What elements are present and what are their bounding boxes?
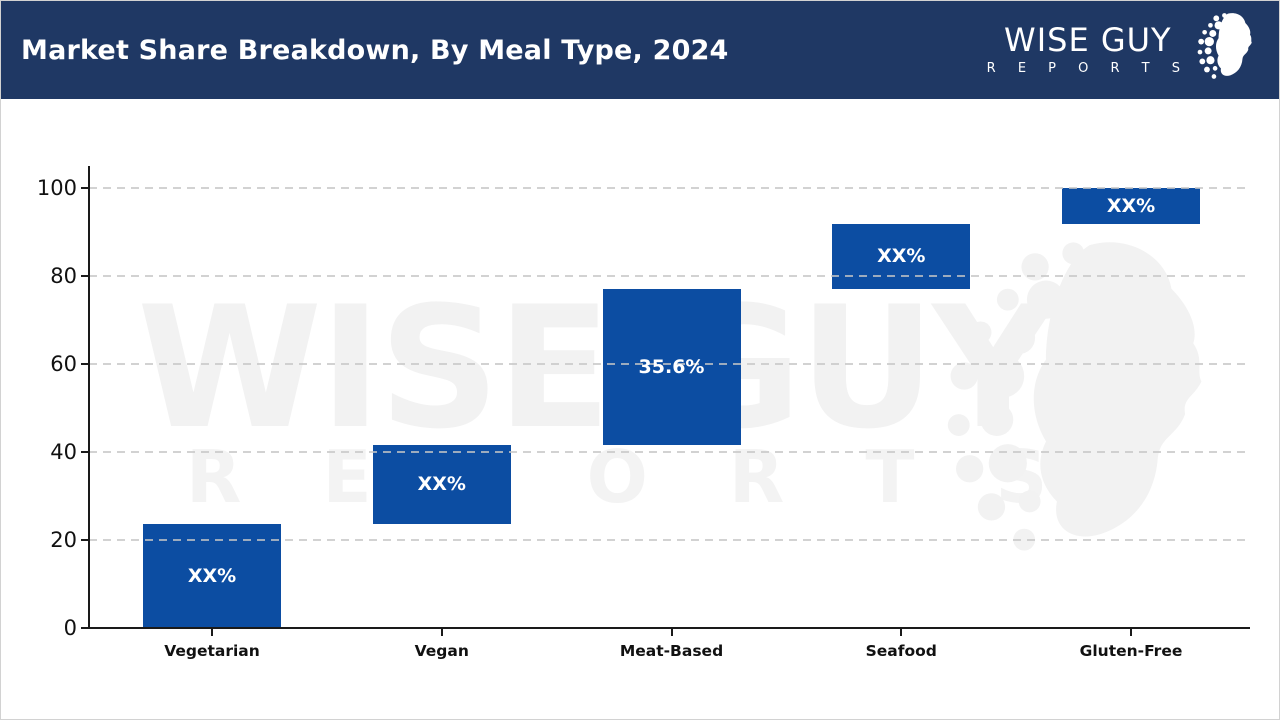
logo-wordmark-line2: R E P O R T S bbox=[986, 60, 1189, 76]
y-tick-label: 60 bbox=[50, 351, 77, 376]
gridline-100 bbox=[89, 187, 1250, 189]
gridline-20 bbox=[89, 538, 1250, 541]
gridline-40 bbox=[89, 450, 1250, 453]
x-tick-meat-based bbox=[670, 629, 673, 636]
x-tick-vegan bbox=[440, 629, 443, 636]
y-tick-label: 0 bbox=[63, 615, 77, 640]
logo-wordmark-line1: WISE GUY bbox=[1004, 21, 1172, 60]
x-axis-line bbox=[88, 626, 1250, 629]
x-category-label: Vegetarian bbox=[164, 642, 260, 660]
x-category-label: Seafood bbox=[865, 642, 937, 660]
bar-seafood bbox=[832, 223, 971, 289]
bar-vegan bbox=[372, 445, 511, 524]
gridline-60 bbox=[89, 362, 1250, 365]
x-category-label: Gluten-Free bbox=[1079, 642, 1183, 660]
y-tick-100 bbox=[81, 187, 88, 189]
logo-wordmark: WISE GUY R E P O R T S bbox=[987, 24, 1189, 76]
y-tick-40 bbox=[81, 450, 88, 453]
bar-vegetarian bbox=[143, 523, 281, 628]
wise-guy-head-icon bbox=[1193, 8, 1257, 92]
y-tick-80 bbox=[81, 274, 88, 277]
watermark-text-line2: R E P O R T S bbox=[186, 435, 1076, 519]
bar-meat-based bbox=[602, 288, 741, 446]
x-tick-seafood bbox=[900, 629, 903, 636]
y-tick-0 bbox=[81, 626, 88, 629]
y-tick-label: 20 bbox=[50, 527, 77, 552]
watermark-text-line1: WISE GUY bbox=[137, 270, 1054, 466]
y-tick-label: 40 bbox=[50, 439, 77, 464]
header-bar: Market Share Breakdown, By Meal Type, 20… bbox=[1, 1, 1279, 99]
y-tick-label: 80 bbox=[50, 263, 77, 288]
gridline-80 bbox=[89, 274, 1250, 277]
x-category-label: Meat-Based bbox=[619, 642, 724, 660]
y-tick-label: 100 bbox=[36, 176, 77, 200]
y-axis-line bbox=[87, 166, 90, 629]
wise-guy-logo: WISE GUY R E P O R T S bbox=[987, 8, 1257, 92]
watermark-head-icon bbox=[926, 206, 1226, 610]
x-category-label: Vegan bbox=[414, 642, 469, 660]
x-tick-gluten-free bbox=[1130, 629, 1132, 636]
x-tick-vegetarian bbox=[211, 629, 213, 636]
bar-label-vegetarian: XX% bbox=[187, 564, 237, 587]
bar-label-gluten-free: XX% bbox=[1106, 194, 1156, 217]
chart-title: Market Share Breakdown, By Meal Type, 20… bbox=[21, 34, 729, 66]
y-tick-60 bbox=[81, 362, 88, 365]
y-tick-20 bbox=[81, 538, 88, 541]
bar-label-vegan: XX% bbox=[417, 473, 466, 496]
bar-label-meat-based: 35.6% bbox=[638, 355, 705, 378]
bar-label-seafood: XX% bbox=[877, 245, 926, 268]
bar-gluten-free bbox=[1062, 188, 1200, 224]
